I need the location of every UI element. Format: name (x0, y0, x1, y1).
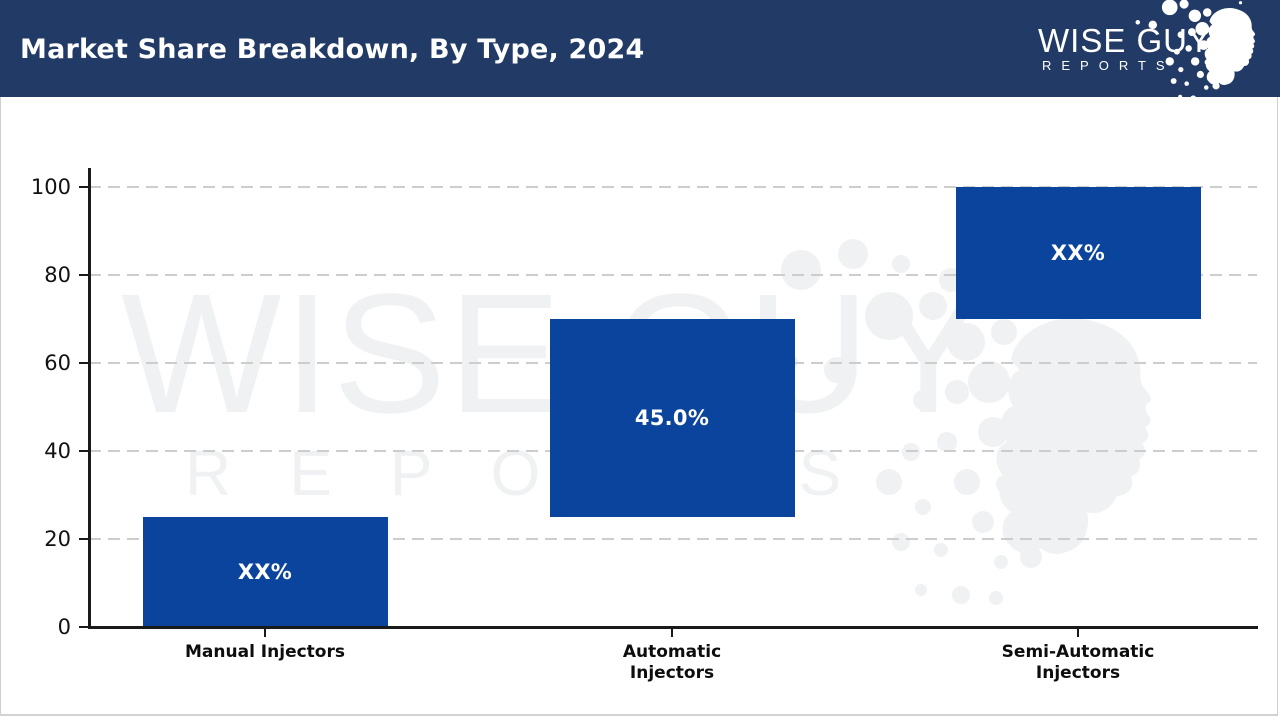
y-tick (79, 537, 88, 540)
bar-value-label: 45.0% (634, 405, 710, 430)
y-tick-label: 100 (30, 174, 71, 199)
y-tick (79, 273, 88, 276)
logo-tagline: REPORTS (1042, 58, 1175, 73)
bar-value-label: XX% (237, 559, 293, 584)
logo-face-icon (1128, 0, 1270, 97)
y-tick-label: 0 (57, 614, 71, 639)
x-category-label: Automatic Injectors (622, 642, 722, 684)
y-axis-line (88, 168, 91, 629)
logo-wordmark: WISE GUY (1038, 22, 1212, 59)
x-category-label: Manual Injectors (185, 642, 345, 662)
gridline (89, 537, 1257, 540)
y-tick-label: 80 (44, 262, 71, 287)
y-tick-label: 60 (44, 350, 71, 375)
y-tick (79, 449, 88, 452)
x-category-label: Semi-Automatic Injectors (1001, 642, 1155, 684)
gridline (89, 273, 1257, 276)
plot: 0 20 40 60 80 100 XX% Manual Injectors 45.0% Auto… (1, 97, 1279, 716)
gridline (89, 185, 1257, 188)
x-axis-line (88, 626, 1258, 629)
x-tick (264, 629, 266, 637)
y-tick (79, 185, 88, 188)
x-tick (671, 629, 673, 637)
bar: XX% (142, 516, 388, 627)
y-tick (79, 361, 88, 364)
y-tick-label: 40 (44, 438, 71, 463)
y-tick-label: 20 (44, 526, 71, 551)
bar-value-label: XX% (1050, 240, 1106, 265)
x-tick (1077, 629, 1079, 637)
y-tick (79, 625, 88, 628)
brand-logo: WISE GUY REPORTS (1020, 0, 1270, 97)
bar: XX% (955, 186, 1201, 319)
bar: 45.0% (549, 318, 795, 517)
header: Market Share Breakdown, By Type, 2024 WI… (0, 0, 1280, 97)
chart-area: WISE GUY REPORTS 0 20 40 60 80 100 XX% Manual I… (0, 97, 1278, 716)
chart-title: Market Share Breakdown, By Type, 2024 (20, 34, 645, 65)
